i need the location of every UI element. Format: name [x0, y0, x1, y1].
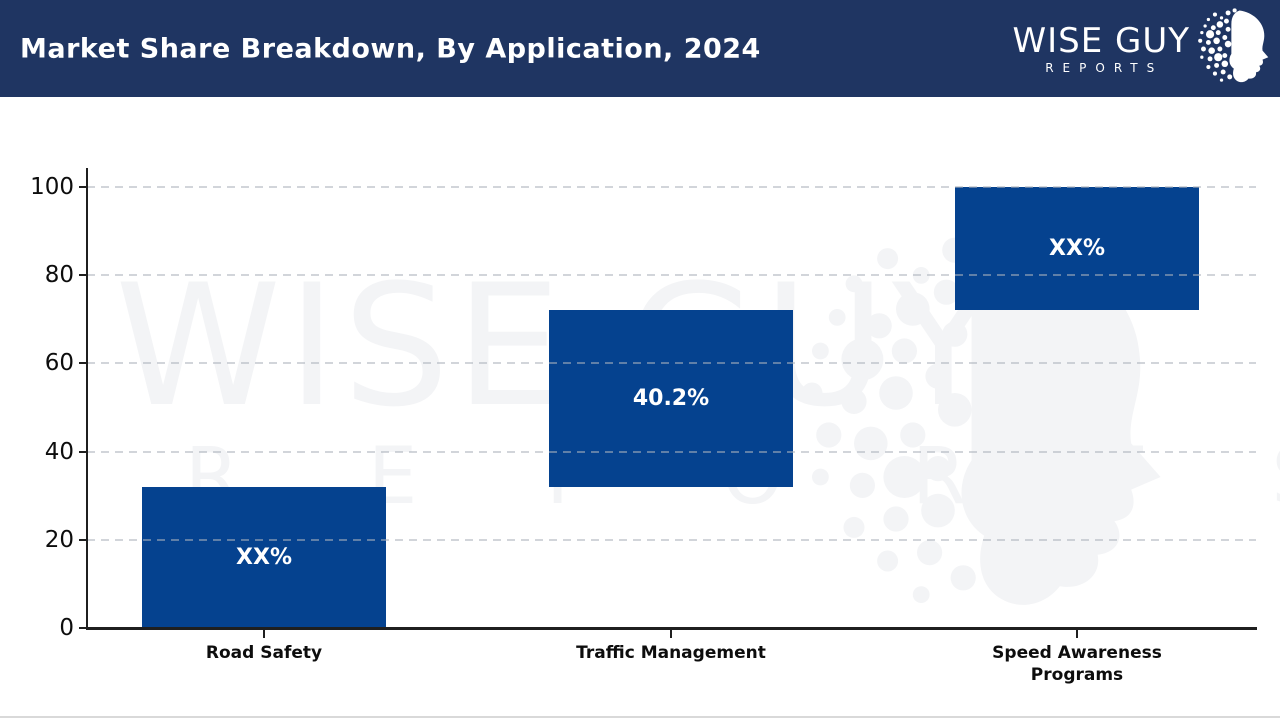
y-tick-mark — [79, 274, 86, 277]
gridline — [87, 538, 1256, 541]
x-category-label: Speed Awareness Programs — [992, 643, 1162, 686]
bar-segment: XX% — [142, 486, 386, 628]
x-tick-mark — [670, 630, 672, 638]
y-tick-label: 40 — [44, 438, 74, 465]
gridline — [87, 274, 1256, 277]
x-tick-mark — [263, 630, 265, 638]
bar-value-label: 40.2% — [632, 385, 710, 411]
y-axis-line — [86, 168, 88, 629]
y-tick-label: 100 — [30, 174, 74, 200]
gridline — [87, 186, 1256, 188]
y-tick-label: 80 — [44, 262, 74, 289]
y-tick-mark — [79, 627, 86, 629]
bar-value-label: XX% — [1049, 235, 1105, 261]
bar-value-label: XX% — [236, 544, 292, 570]
gridline — [87, 450, 1256, 453]
y-tick-mark — [79, 450, 86, 453]
y-tick-label: 20 — [44, 526, 74, 553]
x-category-label: Traffic Management — [576, 643, 766, 663]
header-banner: Market Share Breakdown, By Application, … — [0, 0, 1280, 97]
logo-text: WISE GUY REPORTS — [1012, 24, 1190, 75]
y-tick-mark — [79, 538, 86, 541]
page-title: Market Share Breakdown, By Application, … — [20, 33, 761, 64]
bar-segment: XX% — [955, 187, 1199, 310]
wise-guy-logo: WISE GUY REPORTS — [1012, 4, 1274, 94]
logo-tagline: REPORTS — [1045, 60, 1164, 75]
y-tick-label: 60 — [44, 350, 74, 377]
y-tick-mark — [79, 186, 86, 188]
x-axis-line — [86, 627, 1257, 630]
y-tick-mark — [79, 362, 86, 365]
dotted-head-icon — [1192, 8, 1274, 90]
bar-segment: 40.2% — [549, 309, 793, 487]
logo-name: WISE GUY — [1012, 20, 1190, 61]
bottom-border — [0, 716, 1280, 718]
gridline — [87, 362, 1256, 365]
x-tick-mark — [1076, 630, 1078, 638]
y-tick-label: 0 — [59, 615, 74, 641]
x-category-label: Road Safety — [205, 643, 323, 663]
